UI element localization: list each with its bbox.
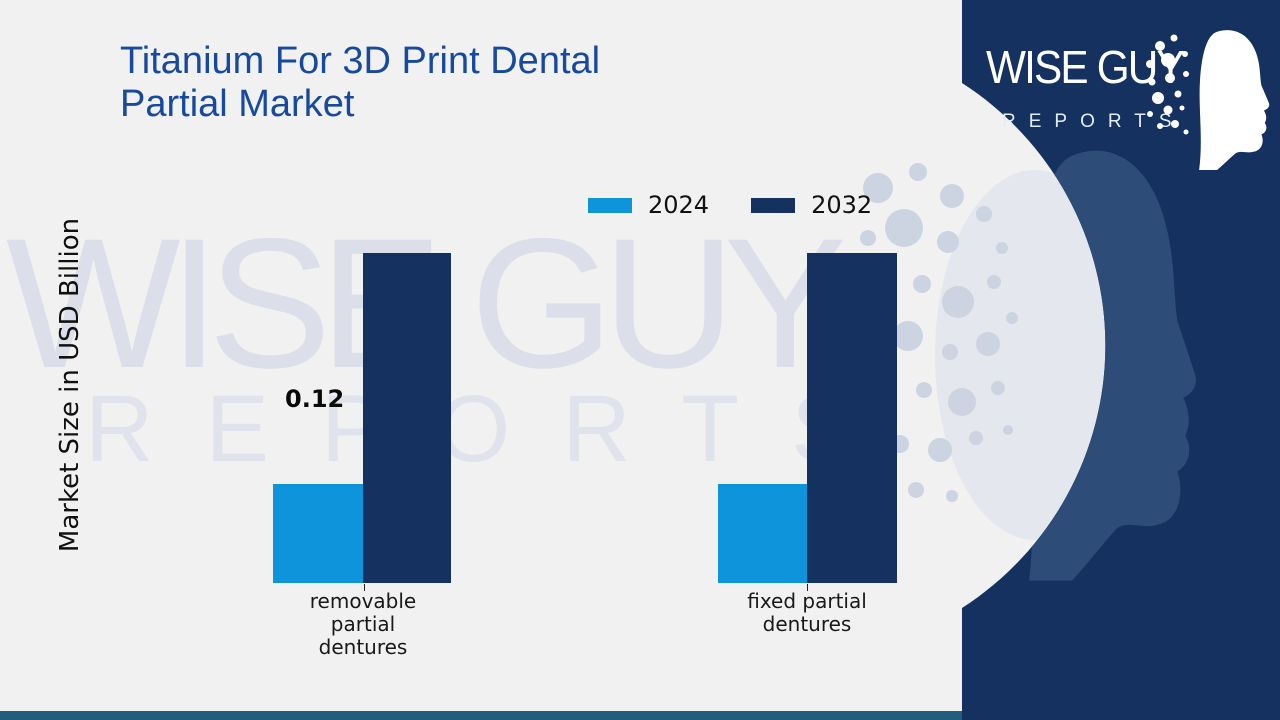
x-axis-tick-removable [364,584,365,591]
legend-label-2032: 2032 [811,191,873,219]
category-label-removable: removable partial dentures [309,589,417,659]
bar-value-label: 0.12 [285,385,345,413]
brand-face-icon [1146,30,1270,170]
brand-reports-text: REPORTS [1002,111,1185,132]
x-axis-tick-fixed [807,584,808,591]
legend: 2024 2032 [588,191,872,219]
category-label-fixed: fixed partial dentures [747,589,867,636]
footer-bar [0,711,1280,720]
legend-swatch-2032 [751,197,796,213]
bar-2024-removable-partial-dentures [273,484,363,583]
bar-2032-fixed-partial-dentures [807,253,897,583]
chart-title: Titanium For 3D Print Dental Partial Mar… [120,40,601,125]
bar-2032-removable-partial-dentures [363,253,451,583]
legend-swatch-2024 [588,197,632,213]
watermark-reports-text: REPORTS [85,376,907,482]
legend-label-2024: 2024 [648,191,710,219]
bar-2024-fixed-partial-dentures [718,484,807,583]
